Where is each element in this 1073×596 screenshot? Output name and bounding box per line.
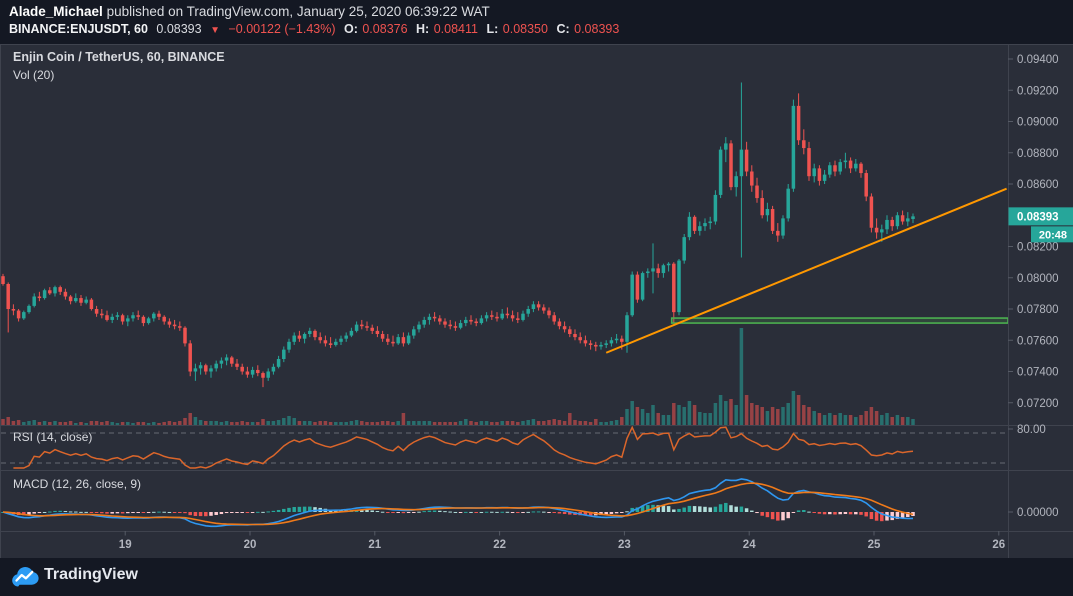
trendline-drawing[interactable] bbox=[605, 187, 1007, 354]
svg-text:0.08393: 0.08393 bbox=[1017, 211, 1059, 223]
high-label: H: bbox=[416, 22, 430, 36]
rsi-line bbox=[13, 425, 914, 469]
svg-text:26: 26 bbox=[992, 539, 1005, 551]
quote-line: BINANCE:ENJUSDT, 60 0.08393 ▼ −0.00122 (… bbox=[9, 22, 624, 36]
bar-countdown-label bbox=[1031, 226, 1073, 243]
svg-text:0.08600: 0.08600 bbox=[1017, 179, 1059, 191]
svg-text:23: 23 bbox=[618, 539, 631, 551]
high-value: 0.08411 bbox=[433, 22, 478, 36]
rsi-indicator-label: RSI (14, close) bbox=[13, 430, 93, 444]
svg-text:0.09200: 0.09200 bbox=[1017, 85, 1059, 97]
open-value: 0.08376 bbox=[362, 22, 408, 36]
publish-header: Alade_Michael published on TradingView.c… bbox=[9, 4, 490, 19]
volume-indicator-label: Vol (20) bbox=[13, 68, 55, 82]
svg-text:0.07600: 0.07600 bbox=[1017, 335, 1059, 347]
open-label: O: bbox=[343, 22, 358, 36]
symbol-name: BINANCE:ENJUSDT, 60 bbox=[9, 22, 148, 36]
last-price-label bbox=[1008, 207, 1073, 226]
low-label: L: bbox=[486, 22, 499, 36]
close-value: 0.08393 bbox=[574, 22, 620, 36]
svg-text:0.07800: 0.07800 bbox=[1017, 304, 1059, 316]
close-label: C: bbox=[556, 22, 570, 36]
volume-bars bbox=[1, 328, 915, 425]
down-arrow-icon: ▼ bbox=[210, 25, 220, 36]
svg-text:21: 21 bbox=[368, 539, 381, 551]
last-price-text: 0.08393 bbox=[156, 22, 202, 36]
svg-text:19: 19 bbox=[119, 539, 132, 551]
author-name: Alade_Michael bbox=[9, 4, 103, 19]
svg-text:0.09400: 0.09400 bbox=[1017, 54, 1059, 66]
low-value: 0.08350 bbox=[502, 22, 548, 36]
tradingview-logo-icon[interactable] bbox=[11, 566, 39, 593]
svg-text:0.08800: 0.08800 bbox=[1017, 148, 1059, 160]
svg-text:0.07200: 0.07200 bbox=[1017, 398, 1059, 410]
candlesticks bbox=[1, 82, 915, 388]
svg-text:22: 22 bbox=[493, 539, 506, 551]
svg-text:0.09000: 0.09000 bbox=[1017, 117, 1059, 129]
macd-zero-label: 0.00000 bbox=[1017, 507, 1059, 519]
tradingview-wordmark[interactable]: TradingView bbox=[44, 566, 138, 583]
svg-text:20: 20 bbox=[244, 539, 257, 551]
svg-text:0.08200: 0.08200 bbox=[1017, 242, 1059, 254]
footer-bar: TradingView bbox=[0, 558, 1073, 596]
svg-text:25: 25 bbox=[868, 539, 881, 551]
macd-signal-line bbox=[2, 482, 914, 526]
rsi-80-label: 80.00 bbox=[1017, 424, 1046, 436]
price-change: −0.00122 (−1.43%) bbox=[228, 22, 336, 36]
svg-text:0.08000: 0.08000 bbox=[1017, 273, 1059, 285]
published-text: published on TradingView.com, January 25… bbox=[106, 4, 490, 19]
support-zone-drawing[interactable] bbox=[670, 317, 1009, 324]
macd-indicator-label: MACD (12, 26, close, 9) bbox=[13, 477, 142, 491]
svg-text:0.07400: 0.07400 bbox=[1017, 367, 1059, 379]
time-axis[interactable]: 19 20 21 22 23 24 25 26 bbox=[119, 531, 1005, 551]
chart-background bbox=[0, 44, 1073, 558]
svg-text:24: 24 bbox=[743, 539, 756, 551]
svg-text:20:48: 20:48 bbox=[1039, 229, 1067, 241]
price-axis[interactable]: 0.09400 0.09200 0.09000 0.08800 0.08600 0.082… bbox=[1008, 54, 1059, 519]
chart-legend: Enjin Coin / TetherUS, 60, BINANCE bbox=[13, 50, 225, 64]
